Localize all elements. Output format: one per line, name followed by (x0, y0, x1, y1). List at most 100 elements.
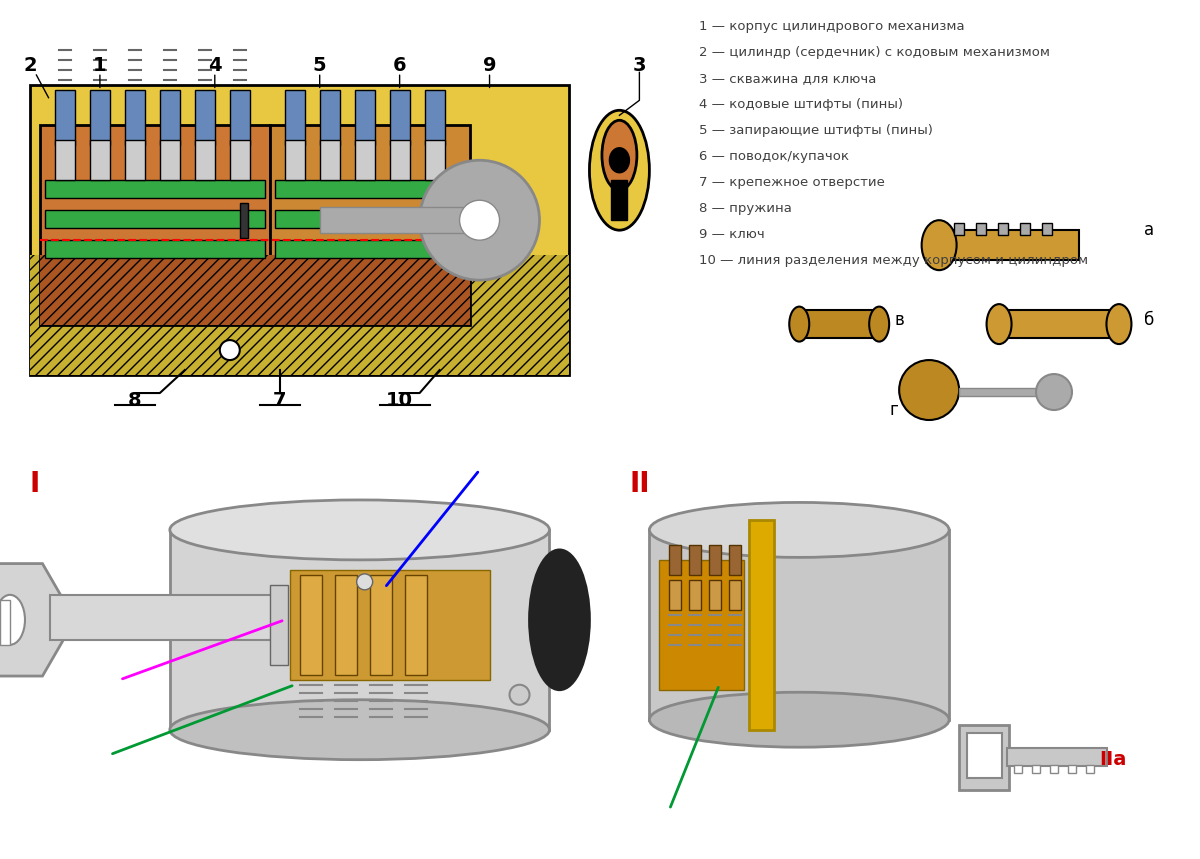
Text: IIa: IIa (1099, 750, 1127, 769)
Point (362, 696, 377, 706)
Point (157, 65, 172, 76)
Bar (44, 241, 265, 259)
Point (192, 76, 206, 86)
Bar (1014, 765, 1022, 773)
Point (362, 704, 377, 714)
Ellipse shape (922, 220, 956, 270)
Bar (390, 140, 409, 180)
Bar (300, 575, 322, 675)
Point (98, 76, 113, 86)
Bar (370, 575, 391, 675)
Bar (1032, 765, 1040, 773)
Point (362, 679, 377, 690)
Bar (749, 520, 774, 729)
Point (714, 630, 728, 640)
Ellipse shape (0, 594, 25, 645)
Bar (425, 90, 444, 145)
Text: 7: 7 (272, 391, 287, 410)
Point (328, 687, 342, 698)
Point (722, 619, 737, 630)
Point (694, 630, 708, 640)
Point (293, 711, 307, 722)
Point (714, 619, 728, 630)
Bar (275, 241, 464, 259)
Bar (160, 140, 180, 180)
Text: 8: 8 (128, 391, 142, 410)
Point (293, 696, 307, 706)
Polygon shape (50, 594, 275, 640)
Text: а: а (1144, 221, 1154, 239)
Text: 1 — корпус цилиндрового механизма: 1 — корпус цилиндрового механизма (700, 21, 965, 34)
Bar (1000, 310, 1118, 338)
Point (293, 687, 307, 698)
Bar (967, 733, 1002, 777)
Bar (390, 90, 409, 145)
Text: 10: 10 (386, 391, 413, 410)
Point (133, 46, 148, 56)
Point (674, 630, 689, 640)
Point (52, 65, 66, 76)
Point (227, 55, 241, 65)
Point (227, 76, 241, 86)
Text: II: II (630, 470, 650, 498)
Text: 7 — крепежное отверстие: 7 — крепежное отверстие (700, 176, 886, 189)
Bar (730, 545, 742, 575)
Point (121, 65, 136, 76)
Point (674, 610, 689, 620)
Point (328, 704, 342, 714)
Point (674, 640, 689, 650)
Text: 9: 9 (482, 56, 497, 75)
Point (662, 640, 677, 650)
Circle shape (899, 360, 959, 420)
Bar (1050, 765, 1058, 773)
Bar (40, 125, 270, 325)
Point (349, 687, 364, 698)
Point (64, 46, 78, 56)
Point (722, 630, 737, 640)
Point (204, 76, 218, 86)
Point (86, 76, 101, 86)
Point (397, 687, 412, 698)
Point (734, 619, 749, 630)
Bar (659, 560, 744, 690)
Bar (976, 223, 986, 235)
Point (362, 687, 377, 698)
Point (133, 55, 148, 65)
Bar (194, 90, 215, 145)
Bar (1042, 223, 1052, 235)
Point (419, 711, 433, 722)
Point (133, 76, 148, 86)
Point (314, 679, 329, 690)
Point (384, 679, 398, 690)
Point (169, 65, 184, 76)
Point (52, 55, 66, 65)
Point (328, 711, 342, 722)
Point (384, 696, 398, 706)
Point (314, 696, 329, 706)
Bar (404, 575, 426, 675)
Bar (959, 388, 1039, 396)
Point (662, 619, 677, 630)
Point (682, 630, 696, 640)
Text: 1: 1 (94, 56, 107, 75)
Point (397, 679, 412, 690)
Point (349, 679, 364, 690)
Point (64, 65, 78, 76)
Point (98, 65, 113, 76)
Point (722, 610, 737, 620)
Point (397, 696, 412, 706)
Point (32, 235, 47, 246)
Circle shape (460, 200, 499, 241)
Ellipse shape (1106, 304, 1132, 344)
Point (314, 711, 329, 722)
Point (157, 46, 172, 56)
Text: 5: 5 (313, 56, 326, 75)
Point (227, 65, 241, 76)
Point (419, 696, 433, 706)
Point (227, 46, 241, 56)
Point (702, 640, 716, 650)
Text: 2 — цилиндр (сердечник) с кодовым механизмом: 2 — цилиндр (сердечник) с кодовым механи… (700, 46, 1050, 59)
Bar (125, 140, 145, 180)
Point (121, 55, 136, 65)
Bar (1020, 223, 1030, 235)
